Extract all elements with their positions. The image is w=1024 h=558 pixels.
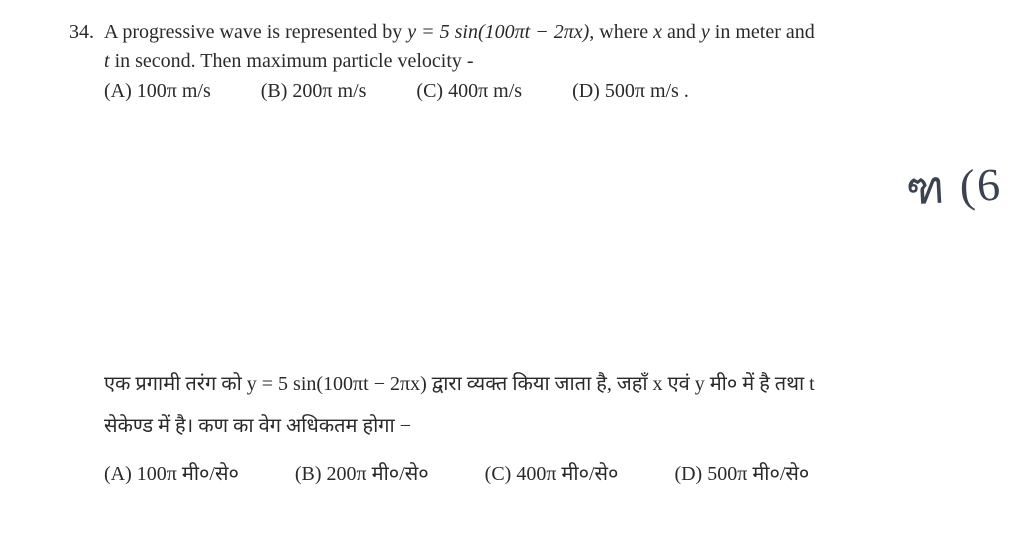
option-b: (B) 200π m/s: [261, 80, 367, 103]
question-row: 34. A progressive wave is represented by…: [50, 18, 984, 76]
hindi-option-d: (D) 500π मी०/से०: [674, 459, 809, 486]
q-and: and: [662, 21, 701, 43]
hindi-option-c: (C) 400π मी०/से०: [485, 459, 619, 486]
hindi-option-a: (A) 100π मी०/से०: [104, 459, 239, 486]
hindi-question: एक प्रगामी तरंग को y = 5 sin(100πt − 2πx…: [104, 363, 984, 447]
hindi-line-2: सेकेण्ड में है। कण का वेग अधिकतम होगा −: [104, 405, 984, 447]
option-a: (A) 100π m/s: [104, 80, 211, 103]
exam-page: 34. A progressive wave is represented by…: [0, 0, 1024, 558]
english-options: (A) 100π m/s (B) 200π m/s (C) 400π m/s (…: [104, 80, 984, 103]
q-equation: y = 5 sin(100πt − 2πx): [407, 21, 589, 43]
handwritten-note: ฑ (6: [904, 148, 1004, 226]
q-phrase-4: in second. Then maximum particle velocit…: [110, 50, 474, 72]
hindi-line-1: एक प्रगामी तरंग को y = 5 sin(100πt − 2πx…: [104, 363, 984, 405]
hindi-option-b: (B) 200π मी०/से०: [295, 459, 429, 486]
question-text: A progressive wave is represented by y =…: [104, 18, 984, 76]
q-phrase-2: , where: [589, 21, 653, 43]
q-phrase-1: A progressive wave is represented by: [104, 21, 407, 43]
option-d: (D) 500π m/s .: [572, 80, 689, 103]
q-phrase-3: in meter and: [710, 21, 815, 43]
option-c: (C) 400π m/s: [416, 80, 522, 103]
q-var-x: x: [653, 21, 662, 43]
q-var-y: y: [701, 21, 710, 43]
hindi-options: (A) 100π मी०/से० (B) 200π मी०/से० (C) 40…: [104, 459, 984, 486]
question-number: 34.: [50, 18, 104, 47]
